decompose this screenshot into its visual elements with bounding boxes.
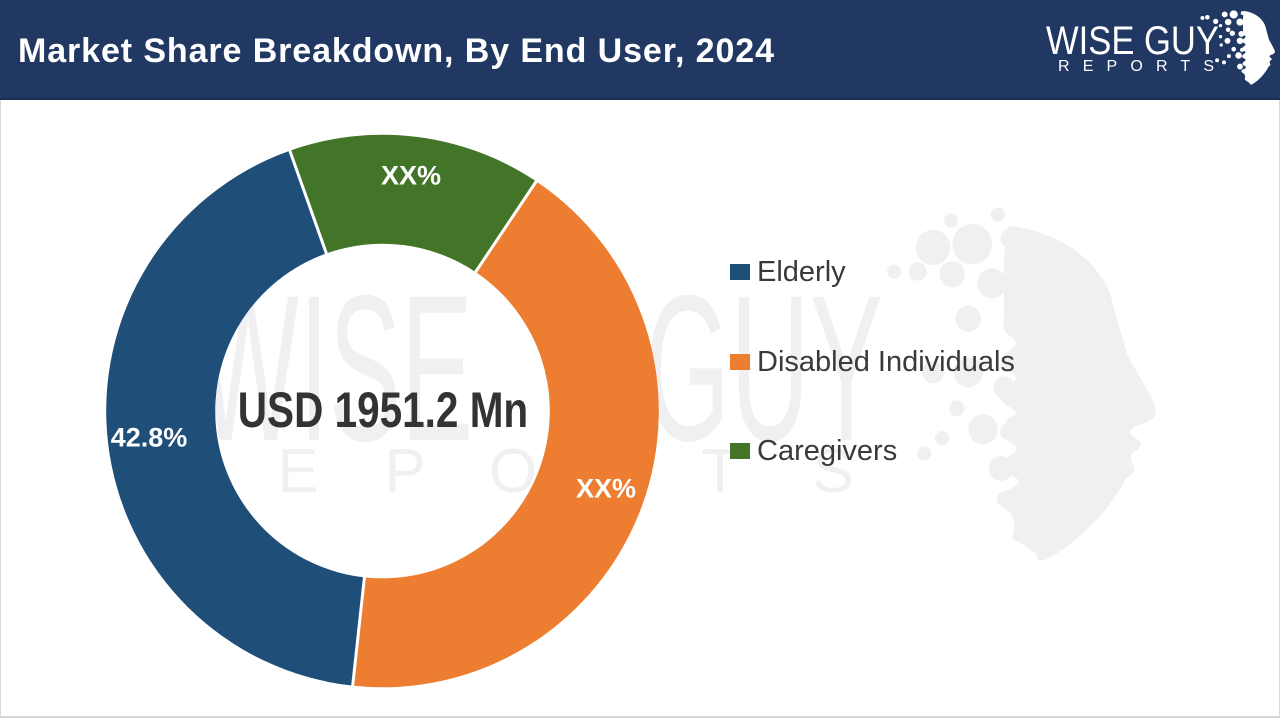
svg-text:E: E bbox=[277, 437, 318, 506]
svg-text:GUY: GUY bbox=[645, 253, 883, 485]
svg-text:WISE GUY: WISE GUY bbox=[1046, 19, 1219, 63]
svg-text:P: P bbox=[384, 437, 425, 506]
svg-text:S: S bbox=[812, 437, 853, 506]
